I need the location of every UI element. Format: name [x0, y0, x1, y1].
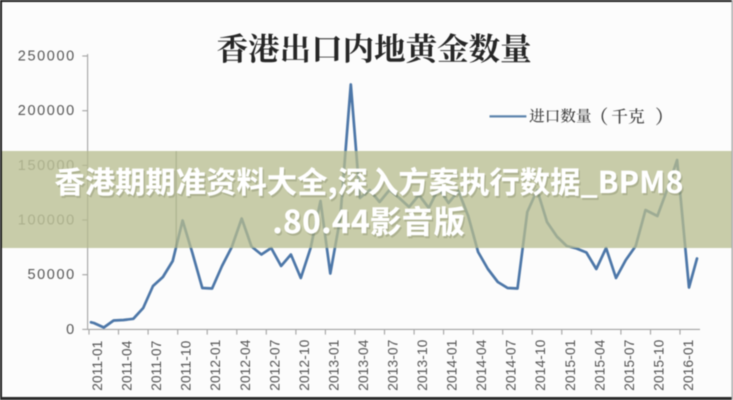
svg-text:250000: 250000: [18, 49, 76, 65]
svg-text:2011-10: 2011-10: [179, 340, 194, 391]
svg-text:2011-01: 2011-01: [90, 341, 105, 391]
svg-text:2015-04: 2015-04: [592, 339, 607, 391]
svg-text:2013-04: 2013-04: [356, 339, 371, 391]
svg-text:2014-04: 2014-04: [474, 339, 489, 391]
svg-text:2016-01: 2016-01: [681, 340, 696, 391]
svg-text:2013-10: 2013-10: [415, 339, 430, 391]
svg-text:2014-10: 2014-10: [533, 339, 548, 391]
svg-text:2014-01: 2014-01: [445, 340, 460, 391]
svg-text:2013-07: 2013-07: [386, 340, 401, 391]
svg-text:2012-04: 2012-04: [238, 339, 253, 391]
svg-text:2011-07: 2011-07: [149, 341, 164, 391]
svg-text:2015-07: 2015-07: [622, 340, 637, 391]
svg-text:50000: 50000: [27, 267, 75, 283]
svg-text:200000: 200000: [18, 103, 76, 119]
svg-text:2013-01: 2013-01: [326, 340, 341, 391]
svg-text:2014-07: 2014-07: [504, 340, 519, 391]
svg-text:2012-10: 2012-10: [297, 339, 312, 391]
svg-text:2012-01: 2012-01: [208, 340, 223, 391]
svg-text:0: 0: [66, 322, 76, 338]
svg-text:2012-07: 2012-07: [267, 340, 282, 391]
svg-text:2015-01: 2015-01: [563, 340, 578, 391]
svg-text:2011-04: 2011-04: [120, 340, 135, 391]
svg-text:2015-10: 2015-10: [652, 339, 667, 391]
